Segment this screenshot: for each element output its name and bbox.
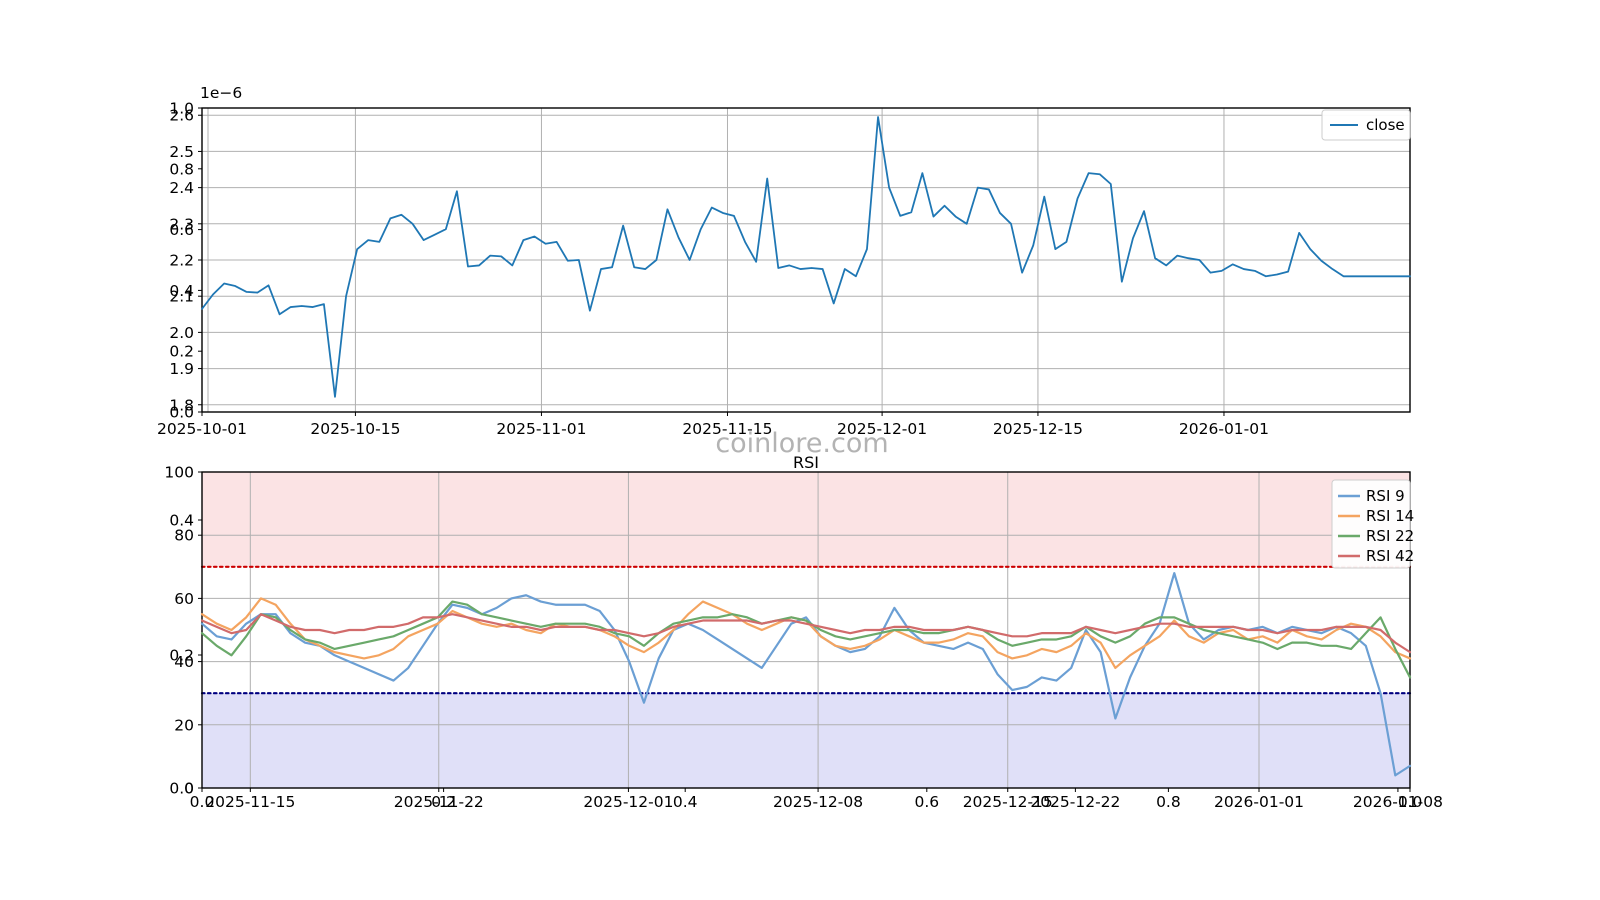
price-ytick-label: 1.8 (169, 396, 194, 414)
price-ytick-label: 2.2 (169, 252, 194, 270)
price-ytick-label: 1.9 (169, 360, 194, 378)
price-ytick-label: 2.4 (169, 179, 194, 197)
rsi-xtick-label: 2025-12-22 (1030, 793, 1120, 811)
rsi-plot-frame (201, 471, 1411, 789)
price-xtick-label: 2025-10-15 (310, 420, 400, 438)
rsi-xtick-label: 2025-12-15 (963, 793, 1053, 811)
rsi-xtick-label: 2026-01-08 (1353, 793, 1443, 811)
rsi-ytick-label: 80 (174, 527, 194, 545)
price-ytick-label: 2.3 (169, 215, 194, 233)
rsi-bg-ytick-label: 0.4 (169, 512, 194, 530)
rsi-bg-ytick-label: 0.2 (169, 647, 194, 665)
price-bg-ytick-label: 0.8 (169, 160, 194, 178)
rsi-chart-title: RSI (793, 453, 819, 472)
rsi-bg-xtick-label: 0.0 (190, 793, 215, 811)
rsi-xtick-label: 2025-11-15 (205, 793, 295, 811)
price-ytick-label: 2.5 (169, 143, 194, 161)
price-ytick-label: 2.0 (169, 324, 194, 342)
rsi-xtick-label: 2026-01-01 (1214, 793, 1304, 811)
price-legend-box (1321, 109, 1411, 141)
rsi-series-line-rsi-22 (200, 600, 1412, 679)
price-bg-ytick-label: 0.6 (169, 221, 194, 239)
rsi-ytick-label: 100 (164, 464, 194, 482)
rsi-legend-label-rsi-14: RSI 14 (1366, 507, 1414, 525)
rsi-series-line-rsi-14 (200, 597, 1412, 670)
price-xtick-label: 2025-11-15 (682, 420, 772, 438)
price-ytick-label: 2.6 (169, 107, 194, 125)
rsi-bg-xtick-label: 0.8 (1156, 793, 1181, 811)
rsi-legend-label-rsi-9: RSI 9 (1366, 487, 1405, 505)
price-ytick-label: 2.1 (169, 288, 194, 306)
price-xtick-label: 2025-12-15 (993, 420, 1083, 438)
rsi-xtick-label: 2025-12-01 (583, 793, 673, 811)
rsi-ytick-label: 20 (174, 716, 194, 734)
rsi-overbought-band (202, 472, 1410, 567)
price-legend-label-close: close (1366, 116, 1405, 134)
rsi-series-line-rsi-9 (200, 572, 1412, 777)
rsi-xtick-label: 2025-12-08 (773, 793, 863, 811)
rsi-oversold-band (202, 693, 1410, 788)
rsi-legend-label-rsi-42: RSI 42 (1366, 547, 1414, 565)
rsi-bg-xtick-label: 0.6 (914, 793, 939, 811)
rsi-bg-xtick-label: 0.2 (431, 793, 456, 811)
close-price-line (201, 116, 1411, 398)
price-bg-ytick-label: 0.2 (169, 343, 194, 361)
price-xtick-label: 2026-01-01 (1179, 420, 1269, 438)
rsi-ytick-label: 60 (174, 590, 194, 608)
rsi-bg-ytick-label: 0.0 (169, 780, 194, 798)
price-bg-ytick-label: 1.0 (169, 100, 194, 118)
price-xtick-label: 2025-12-01 (837, 420, 927, 438)
price-xtick-label: 2025-11-01 (496, 420, 586, 438)
rsi-ytick-label: 0 (184, 780, 194, 798)
price-offset-label: 1e−6 (200, 84, 242, 102)
rsi-legend-box (1331, 479, 1411, 569)
rsi-bg-xtick-label: 1.0 (1398, 793, 1423, 811)
watermark-label: coinlore.com (715, 428, 888, 459)
rsi-ytick-label: 40 (174, 653, 194, 671)
rsi-bg-xtick-label: 0.4 (673, 793, 698, 811)
price-xtick-label: 2025-10-01 (157, 420, 247, 438)
price-bg-ytick-label: 0.4 (169, 282, 194, 300)
rsi-xtick-label: 2025-11-22 (394, 793, 484, 811)
price-bg-ytick-label: 0.0 (169, 404, 194, 422)
rsi-legend-label-rsi-22: RSI 22 (1366, 527, 1414, 545)
rsi-series-line-rsi-42 (200, 613, 1412, 654)
